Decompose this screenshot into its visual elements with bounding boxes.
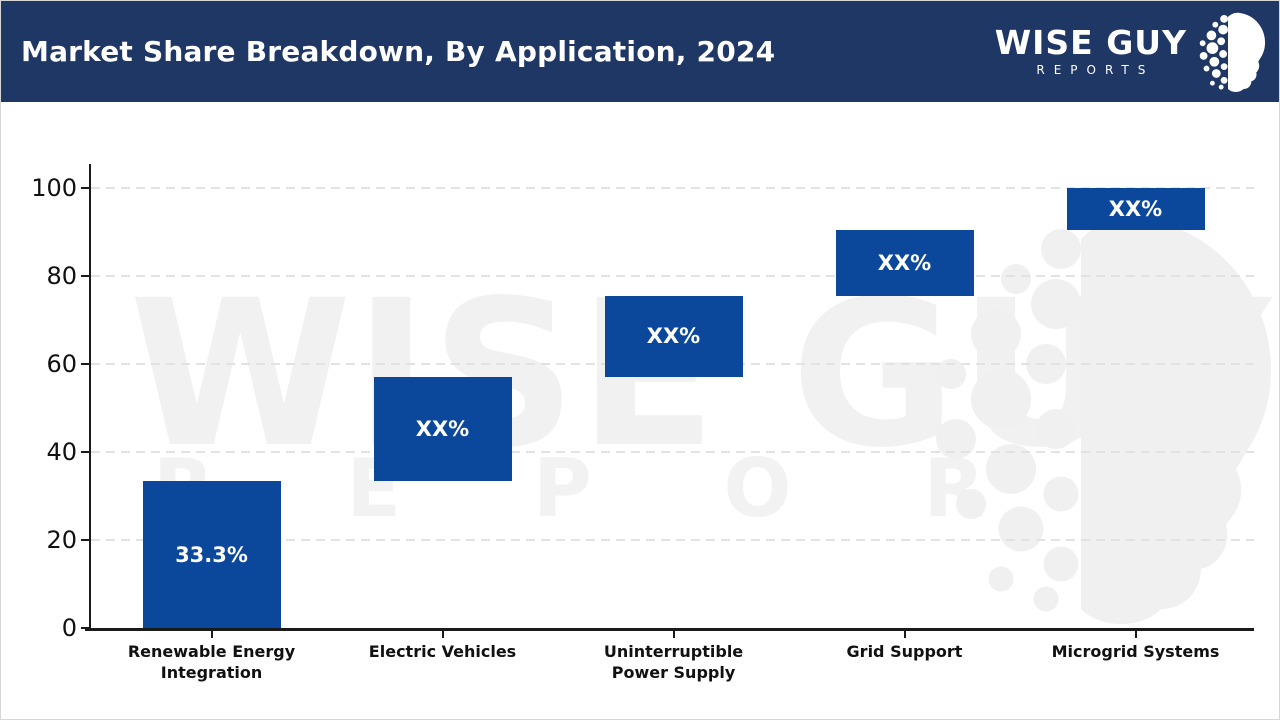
y-tick-label: 100 bbox=[31, 174, 77, 202]
gridline-40 bbox=[91, 451, 1254, 453]
bar-value-label: XX% bbox=[415, 417, 470, 442]
logo-sub-text: REPORTS bbox=[1036, 63, 1155, 77]
bar-value-label: XX% bbox=[1108, 196, 1163, 221]
x-tick bbox=[441, 631, 444, 638]
y-tick-80 bbox=[81, 275, 89, 277]
y-tick-0 bbox=[81, 627, 89, 629]
y-tick-20 bbox=[81, 539, 89, 541]
logo-face-icon bbox=[1199, 12, 1266, 92]
y-tick-label: 40 bbox=[46, 438, 77, 466]
gridline-100 bbox=[91, 187, 1254, 189]
bar-segment: XX% bbox=[604, 295, 743, 378]
x-category-label: Renewable Energy Integration bbox=[127, 642, 296, 682]
page-title: Market Share Breakdown, By Application, … bbox=[21, 35, 776, 68]
x-axis-line bbox=[85, 628, 1254, 631]
y-tick-label: 20 bbox=[46, 526, 77, 554]
gridline-20 bbox=[91, 539, 1254, 541]
y-tick-100 bbox=[81, 187, 89, 189]
y-tick-label: 80 bbox=[46, 262, 77, 290]
bar-segment: XX% bbox=[835, 229, 974, 296]
x-category-label: Uninterruptible Power Supply bbox=[603, 642, 744, 682]
x-category-label: Grid Support bbox=[846, 642, 963, 661]
bar-segment: XX% bbox=[373, 377, 512, 482]
bar-value-label: XX% bbox=[646, 324, 701, 349]
brand-logo: WISE GUY REPORTS bbox=[995, 11, 1267, 93]
bar-value-label: XX% bbox=[877, 250, 932, 275]
y-tick-label: 60 bbox=[46, 350, 77, 378]
y-tick-60 bbox=[81, 363, 89, 365]
y-tick-label: 0 bbox=[61, 614, 77, 642]
x-tick bbox=[903, 631, 906, 638]
bar-value-label: 33.3% bbox=[175, 542, 248, 567]
x-tick bbox=[1134, 631, 1137, 638]
bar-segment: XX% bbox=[1066, 188, 1205, 230]
y-axis-line bbox=[89, 164, 91, 630]
x-tick bbox=[210, 631, 213, 638]
x-category-label: Electric Vehicles bbox=[368, 642, 517, 661]
bar-segment: 33.3% bbox=[142, 481, 281, 628]
header: Market Share Breakdown, By Application, … bbox=[1, 1, 1279, 102]
x-tick bbox=[672, 631, 675, 638]
logo-brand-text: WISE GUY bbox=[994, 23, 1187, 62]
gridline-80 bbox=[91, 275, 1254, 277]
y-tick-40 bbox=[81, 451, 89, 453]
x-category-label: Microgrid Systems bbox=[1051, 642, 1220, 661]
